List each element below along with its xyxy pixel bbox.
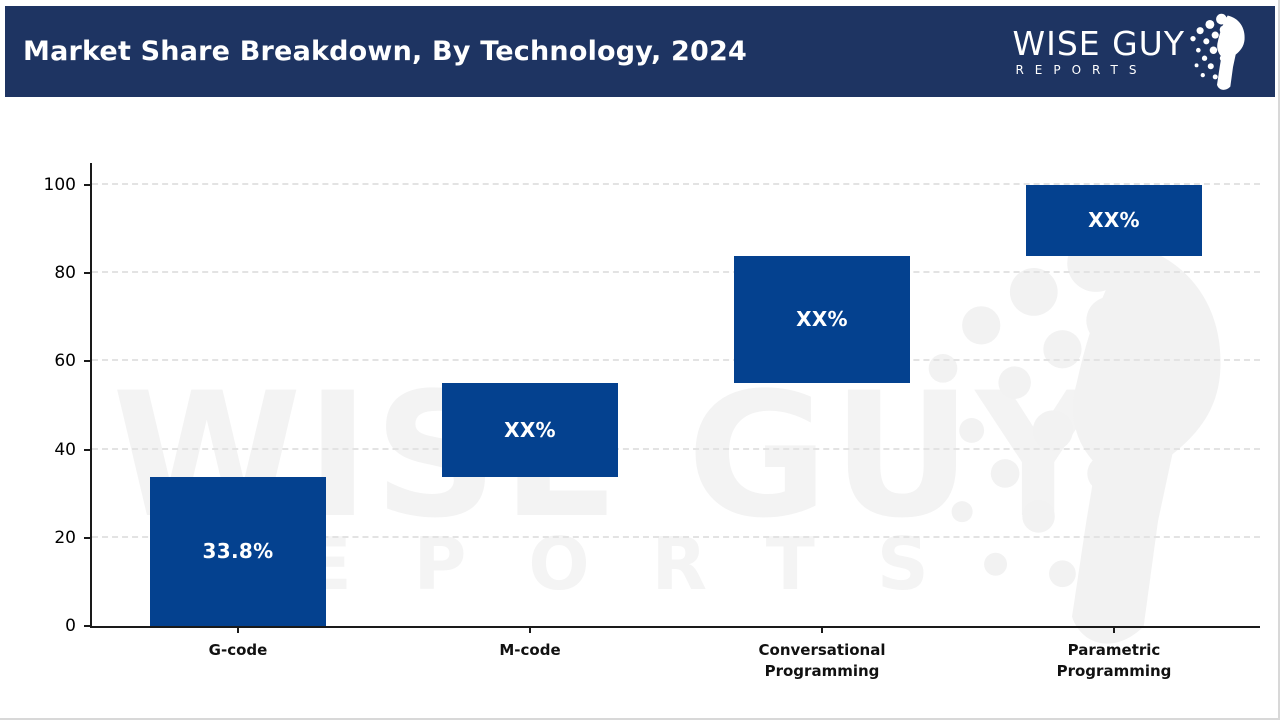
y-tick bbox=[84, 184, 92, 187]
logo-wordmark: WISE GUY bbox=[1012, 24, 1185, 63]
bar-value-label: XX% bbox=[796, 307, 848, 332]
gridline bbox=[92, 359, 1260, 362]
y-tick bbox=[84, 360, 92, 363]
logo-text: WISE GUY REPORTS bbox=[1012, 27, 1185, 76]
y-tick-label: 60 bbox=[54, 351, 76, 372]
y-tick-label: 80 bbox=[54, 263, 76, 284]
x-tick bbox=[821, 626, 823, 633]
wise-guy-reports-logo: WISE GUY REPORTS bbox=[1012, 12, 1253, 92]
y-tick bbox=[84, 448, 92, 451]
x-axis-category-label: G-code bbox=[208, 641, 268, 659]
gridline bbox=[92, 447, 1260, 450]
watermark-dotted-face bbox=[928, 234, 1221, 644]
x-axis-category-label: M-code bbox=[499, 641, 561, 659]
x-tick bbox=[237, 626, 239, 633]
header-banner: Market Share Breakdown, By Technology, 2… bbox=[5, 6, 1275, 97]
gridline bbox=[92, 535, 1260, 538]
y-tick-label: 0 bbox=[65, 616, 76, 636]
y-tick bbox=[84, 272, 92, 275]
y-tick-label: 100 bbox=[43, 175, 76, 196]
bar-segment: 33.8% bbox=[150, 476, 326, 626]
bar-value-label: XX% bbox=[504, 417, 556, 442]
bar-value-label: 33.8% bbox=[202, 539, 274, 564]
gridline bbox=[92, 183, 1260, 186]
y-tick bbox=[84, 536, 92, 539]
page-title: Market Share Breakdown, By Technology, 2… bbox=[23, 36, 748, 67]
x-axis-category-label: Conversational Programming bbox=[758, 641, 886, 680]
x-tick bbox=[529, 626, 531, 633]
dotted-face-icon bbox=[1190, 13, 1245, 90]
bar-value-label: XX% bbox=[1088, 208, 1140, 233]
gridline bbox=[92, 271, 1260, 274]
y-tick bbox=[84, 625, 92, 627]
bar-segment: XX% bbox=[1026, 185, 1202, 256]
bar-segment: XX% bbox=[734, 255, 910, 383]
x-axis-category-label: Parametric Programming bbox=[1056, 641, 1172, 680]
bar-segment: XX% bbox=[442, 382, 618, 477]
logo-subtitle: REPORTS bbox=[1015, 63, 1148, 77]
y-tick-label: 40 bbox=[54, 439, 76, 460]
chart-area: WISE GUY REPORTS 0 20 40 60 80 100 33.8% G-code… bbox=[0, 97, 1280, 720]
plot-area: 0 20 40 60 80 100 33.8% G-code XX% M-code XX% Conve… bbox=[44, 163, 1260, 680]
x-tick bbox=[1113, 626, 1115, 633]
y-tick-label: 20 bbox=[54, 527, 76, 548]
